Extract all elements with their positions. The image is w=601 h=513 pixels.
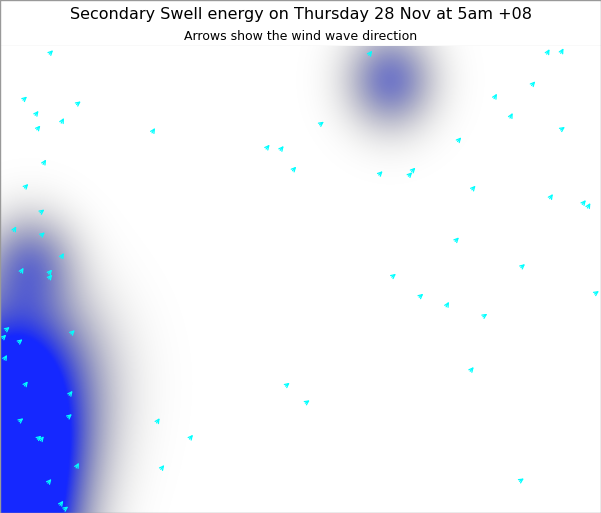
Text: Secondary Swell energy on Thursday 28 Nov at 5am +08: Secondary Swell energy on Thursday 28 No…: [70, 7, 531, 22]
Text: Arrows show the wind wave direction: Arrows show the wind wave direction: [184, 30, 417, 43]
